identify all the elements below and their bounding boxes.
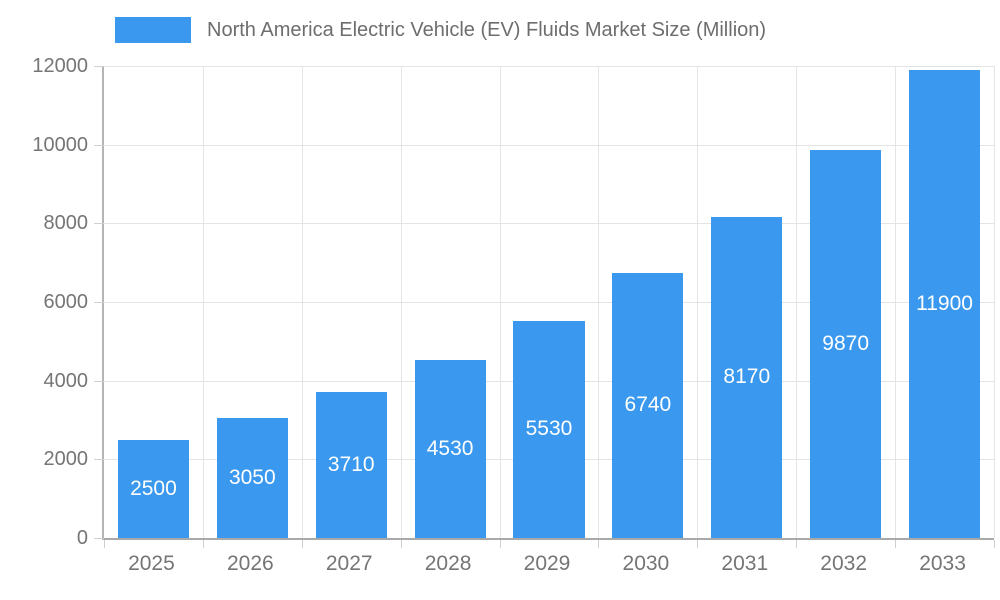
y-tick-label-0: 0: [76, 527, 88, 549]
y-tick-label-6000: 6000: [43, 291, 89, 313]
bar-2032: 9870: [810, 149, 882, 538]
bar-value-label-2030: 6740: [624, 393, 672, 417]
x-tick-label-2033: 2033: [919, 552, 966, 575]
bar-slot-2032: 9870: [796, 66, 895, 538]
bar-value-label-2029: 5530: [525, 417, 573, 441]
bar-slot-2027: 3710: [302, 66, 401, 538]
bar-2028: 4530: [414, 359, 486, 538]
bar-value-label-2028: 4530: [426, 436, 474, 460]
legend-label: North America Electric Vehicle (EV) Flui…: [207, 18, 767, 41]
y-tick-mark: [94, 66, 104, 67]
gridline-x-boundary: [895, 66, 897, 538]
gridline-y-6000: [104, 302, 994, 303]
bar-value-label-2025: 2500: [130, 476, 177, 500]
bar-slot-2031: 8170: [697, 66, 796, 538]
gridline-x-boundary: [202, 66, 204, 538]
chart-legend[interactable]: North America Electric Vehicle (EV) Flui…: [115, 17, 766, 43]
y-tick-mark: [94, 459, 104, 461]
bar-2027: 3710: [315, 392, 387, 538]
y-tick-mark: [94, 144, 104, 146]
y-tick-mark: [94, 302, 104, 303]
y-tick-mark: [94, 538, 104, 539]
bar-slot-2033: 11900: [895, 66, 994, 538]
bar-value-label-2032: 9870: [822, 331, 870, 355]
bar-slot-2028: 4530: [401, 66, 500, 538]
x-tick-mark: [994, 540, 995, 548]
plot-area: 2500 3050 3710 4530 5530 6740 8170 9870 11900: [94, 66, 995, 548]
bar-2033: 11900: [908, 69, 981, 538]
y-tick-mark: [94, 223, 104, 225]
y-tick-label-2000: 2000: [43, 448, 89, 471]
x-tick-mark: [796, 540, 798, 548]
legend-swatch-icon: [115, 17, 191, 43]
gridline-x-boundary: [796, 66, 798, 538]
x-tick-mark: [301, 540, 303, 548]
x-tick-mark: [697, 540, 699, 548]
bar-slot-2026: 3050: [203, 66, 302, 538]
gridline-x-boundary: [598, 66, 600, 538]
bar-slot-2029: 5530: [500, 66, 599, 538]
y-tick-label-10000: 10000: [32, 133, 88, 156]
x-tick-label-2029: 2029: [523, 552, 571, 575]
gridline-x-boundary: [499, 66, 501, 538]
y-tick-label-12000: 12000: [32, 55, 88, 77]
x-tick-label-2031: 2031: [721, 552, 769, 575]
bar-2025: 2500: [117, 439, 190, 538]
x-tick-mark: [598, 540, 600, 548]
bar-2031: 8170: [711, 216, 783, 538]
x-tick-label-2032: 2032: [820, 552, 868, 575]
bar-value-label-2033: 11900: [916, 291, 973, 315]
gridline-x-boundary: [400, 66, 402, 538]
x-tick-mark: [400, 540, 402, 548]
gridline-y-12000: [104, 66, 994, 67]
x-tick-mark: [104, 540, 105, 548]
y-tick-label-4000: 4000: [43, 369, 89, 392]
x-tick-label-2030: 2030: [622, 552, 670, 575]
bar-value-label-2027: 3710: [327, 453, 375, 477]
x-tick-label-2027: 2027: [325, 552, 373, 575]
gridline-x-boundary: [301, 66, 303, 538]
x-tick-label-2026: 2026: [226, 552, 274, 575]
y-tick-label-8000: 8000: [43, 212, 89, 235]
x-tick-label-2028: 2028: [424, 552, 472, 575]
gridline-x-boundary: [994, 66, 995, 538]
bar-slot-2025: 2500: [104, 66, 203, 538]
bar-slot-2030: 6740: [598, 66, 697, 538]
gridline-x-boundary: [697, 66, 699, 538]
bar-2026: 3050: [216, 418, 288, 538]
x-tick-mark: [202, 540, 204, 548]
x-tick-label-2025: 2025: [128, 552, 175, 575]
bar-2029: 5530: [513, 320, 585, 538]
bar-value-label-2026: 3050: [228, 466, 276, 490]
y-tick-mark: [94, 380, 104, 382]
x-tick-mark: [895, 540, 897, 548]
bar-value-label-2031: 8170: [723, 365, 771, 389]
bar-2030: 6740: [612, 272, 684, 538]
gridline-y-10000: [104, 144, 994, 146]
gridline-y-8000: [104, 223, 994, 225]
x-tick-mark: [499, 540, 501, 548]
